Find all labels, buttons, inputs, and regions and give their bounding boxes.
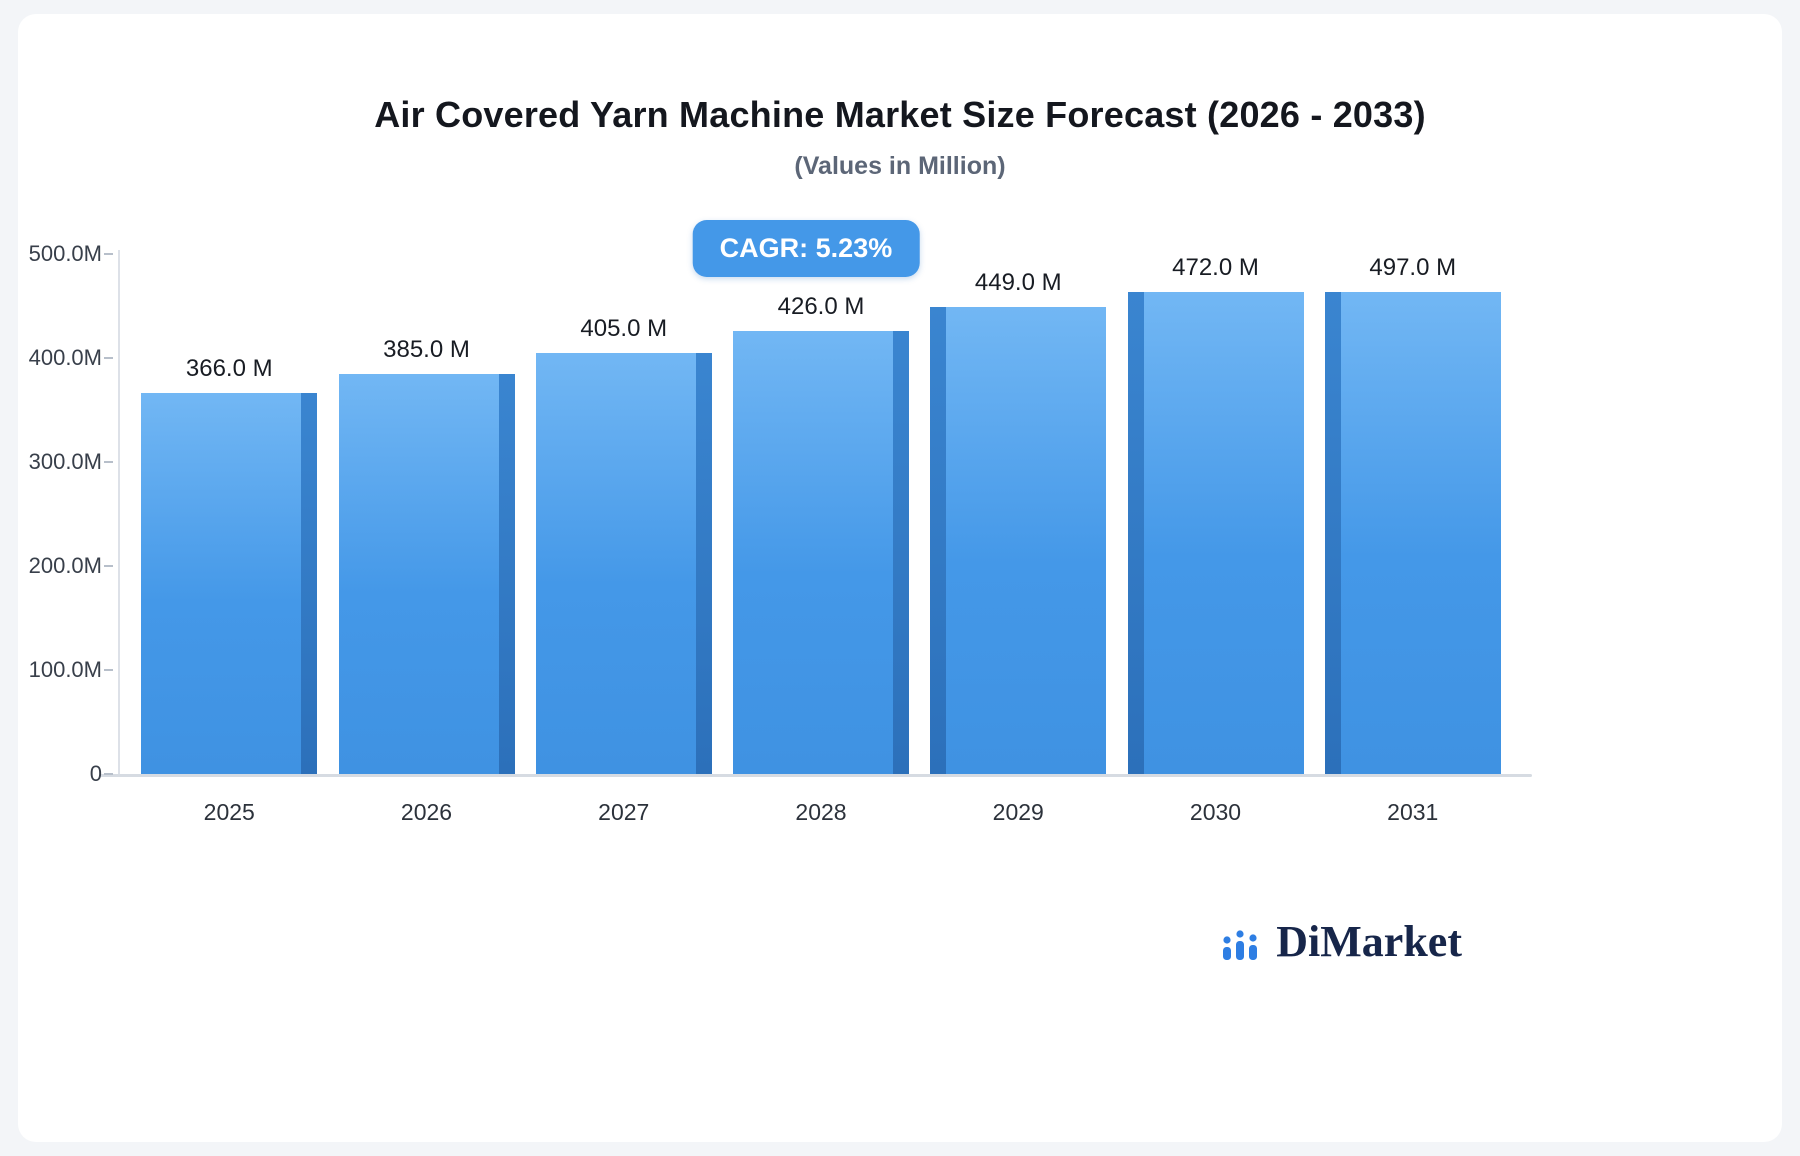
- y-axis-tick-label: 0: [89, 761, 102, 786]
- x-axis-label: 2027: [598, 799, 650, 825]
- y-axis-tick-label: 500.0M: [28, 241, 102, 266]
- chart-card: Air Covered Yarn Machine Market Size For…: [18, 14, 1782, 1142]
- bar: [733, 330, 909, 774]
- bar-value-label: 497.0 M: [1369, 254, 1457, 281]
- bar-group: 449.0 M 2029: [930, 254, 1107, 825]
- bar-side-face: [301, 393, 318, 774]
- bar-group: 472.0 M 2030: [1127, 254, 1304, 825]
- bar-value-label: 366.0 M: [185, 355, 273, 383]
- x-axis-label: 2028: [795, 799, 847, 825]
- x-axis-label: 2029: [992, 799, 1044, 825]
- bar-value-label: 385.0 M: [383, 335, 470, 363]
- y-axis-tick-mark: [104, 669, 113, 671]
- bar-group: 426.0 M 2028: [733, 254, 909, 825]
- cagr-badge: CAGR: 5.23%: [692, 220, 920, 277]
- y-axis-tick-label: 100.0M: [28, 657, 102, 682]
- bar-group: 385.0 M 2026: [338, 254, 515, 825]
- bar-side-face: [930, 307, 947, 774]
- bar-chart-icon: [1223, 930, 1258, 960]
- bar: [930, 307, 1107, 774]
- bar-value-label: 426.0 M: [777, 292, 865, 320]
- bar-group: 366.0 M 2025: [141, 254, 318, 825]
- bar-group: 405.0 M 2027: [535, 254, 712, 825]
- y-axis-tick-label: 200.0M: [28, 553, 102, 578]
- bar-value-label: 472.0 M: [1172, 254, 1259, 281]
- bar: [1324, 292, 1501, 774]
- bars-layer: 366.0 M 2025 385.0 M 2026 405.0 M 2027 426.0 M…: [120, 254, 1522, 825]
- bar-value-label: 449.0 M: [974, 269, 1062, 297]
- x-axis-label: 2026: [400, 799, 453, 825]
- bar-value-label: 405.0 M: [580, 314, 668, 342]
- y-axis-tick-mark: [104, 253, 113, 255]
- bar-side-face: [695, 352, 712, 774]
- x-axis-label: 2031: [1387, 799, 1439, 825]
- chart-title: Air Covered Yarn Machine Market Size For…: [374, 94, 1426, 135]
- bar: [141, 393, 318, 774]
- y-axis-tick-mark: [104, 461, 113, 463]
- plot-area: CAGR: 5.23% 366.0 M 2025 385.0 M 2026 405.0 …: [29, 220, 1532, 825]
- brand-logo-text: DiMarket: [1276, 917, 1462, 966]
- x-axis-line: [100, 774, 1532, 777]
- bar: [535, 352, 712, 774]
- y-axis-tick-mark: [104, 773, 113, 775]
- chart-subtitle: (Values in Million): [794, 152, 1006, 180]
- y-axis-tick-label: 300.0M: [28, 449, 102, 474]
- bar: [1127, 292, 1304, 774]
- y-axis-tick-mark: [104, 565, 113, 567]
- x-axis-label: 2025: [203, 799, 255, 825]
- y-axis-tick-label: 400.0M: [28, 345, 102, 370]
- bar-side-face: [893, 330, 909, 774]
- y-axis-tick-mark: [104, 357, 113, 359]
- bar-side-face: [1127, 292, 1144, 774]
- y-axis-line: [118, 250, 120, 774]
- brand-logo: DiMarket: [1218, 918, 1462, 964]
- bar: [338, 373, 515, 774]
- x-axis-label: 2030: [1189, 799, 1242, 825]
- bar-side-face: [498, 373, 515, 774]
- bar-side-face: [1324, 292, 1341, 774]
- bar-group: 497.0 M 2031: [1324, 254, 1501, 825]
